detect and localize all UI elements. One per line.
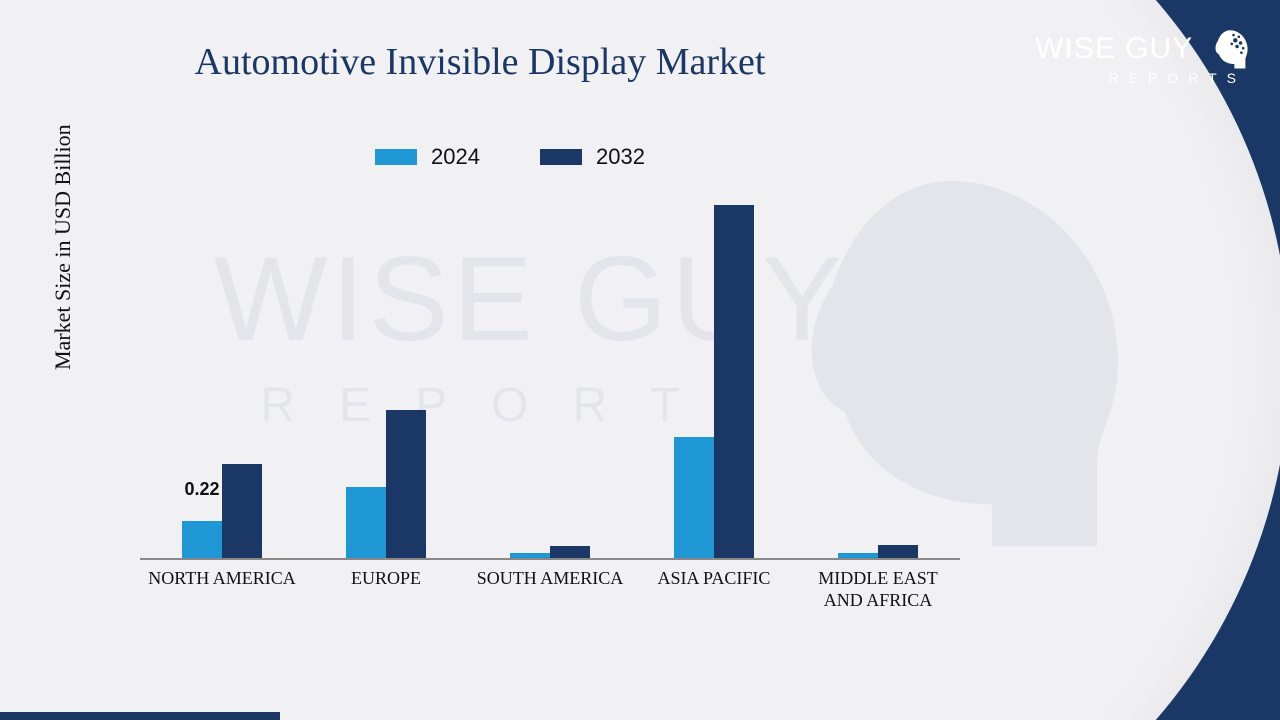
bar-2032	[878, 545, 918, 558]
brand-head-icon	[1208, 28, 1252, 72]
canvas: WISE GUY REPORTS WISE GUY REPORTS Automo…	[0, 0, 1280, 720]
bottom-accent-bar	[0, 712, 280, 720]
chart: Market Size in USD Billion 2024 2032 0.2…	[60, 120, 960, 700]
legend: 2024 2032	[60, 144, 960, 170]
category-label: NORTH AMERICA	[142, 558, 302, 590]
brand-line1: WISE GUY	[1035, 32, 1192, 65]
legend-label-2024: 2024	[431, 144, 480, 170]
bar-2032	[714, 205, 754, 558]
bar-2032	[222, 464, 262, 558]
bar-2032	[386, 410, 426, 558]
category-label: EUROPE	[306, 558, 466, 590]
category-label: ASIA PACIFIC	[634, 558, 794, 590]
brand-logo: WISE GUY REPORTS	[1035, 28, 1252, 86]
legend-label-2032: 2032	[596, 144, 645, 170]
legend-swatch-2024	[375, 149, 417, 165]
legend-swatch-2032	[540, 149, 582, 165]
bar-2024	[182, 521, 222, 558]
bar-2024	[346, 487, 386, 558]
category-label: SOUTH AMERICA	[470, 558, 630, 590]
bar-2032	[550, 546, 590, 558]
brand-line2: REPORTS	[1035, 70, 1252, 86]
legend-item-2024: 2024	[375, 144, 480, 170]
bar-value-label: 0.22	[184, 479, 219, 500]
legend-item-2032: 2032	[540, 144, 645, 170]
bar-2024	[674, 437, 714, 558]
chart-title: Automotive Invisible Display Market	[0, 40, 960, 84]
plot-area: 0.22NORTH AMERICAEUROPESOUTH AMERICAASIA…	[140, 190, 960, 560]
category-label: MIDDLE EAST AND AFRICA	[798, 558, 958, 611]
